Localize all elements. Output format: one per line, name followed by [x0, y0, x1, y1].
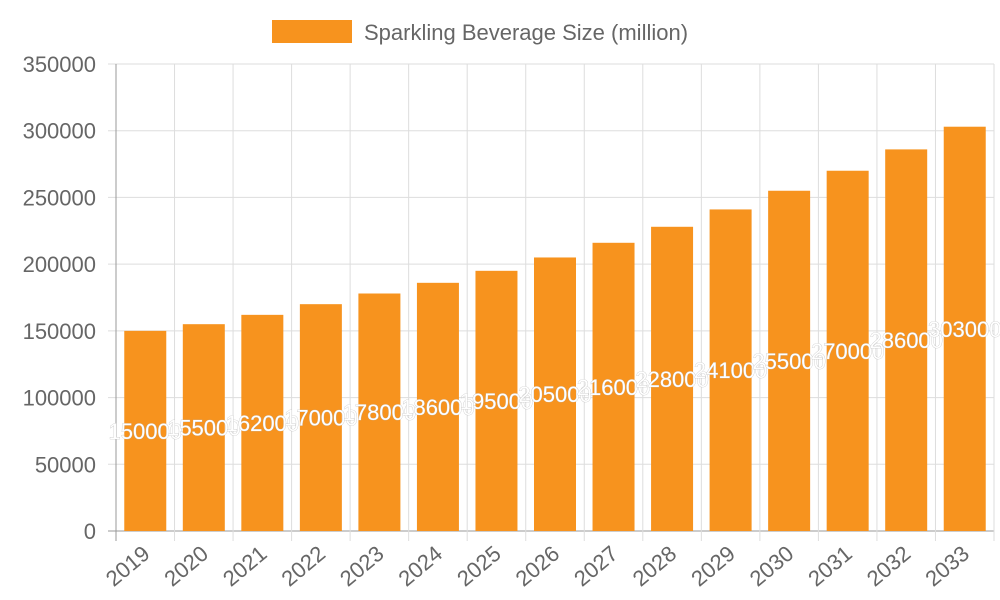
- bar[interactable]: [534, 257, 576, 531]
- data-label: 270000: [811, 339, 884, 364]
- x-tick-label: 2029: [686, 541, 740, 592]
- bar[interactable]: [651, 226, 694, 532]
- x-tick-label: 2023: [335, 541, 389, 592]
- x-tick-label: 2031: [803, 541, 857, 592]
- data-label: 228000: [635, 367, 708, 392]
- data-label: 286000: [869, 328, 942, 353]
- bar[interactable]: [709, 209, 752, 532]
- bar[interactable]: [124, 330, 167, 531]
- x-tick-label: 2019: [101, 541, 155, 592]
- x-tick-label: 2020: [159, 541, 213, 592]
- bar[interactable]: [768, 190, 811, 531]
- y-tick-label: 50000: [35, 452, 96, 477]
- x-tick-label: 2021: [218, 541, 272, 592]
- y-tick-label: 250000: [23, 185, 96, 210]
- data-label: 255000: [752, 349, 825, 374]
- bar[interactable]: [416, 282, 459, 531]
- bar[interactable]: [182, 324, 225, 531]
- data-label: 178000: [343, 400, 416, 425]
- bar[interactable]: [358, 293, 401, 531]
- y-tick-label: 200000: [23, 252, 96, 277]
- x-tick-label: 2026: [511, 541, 565, 592]
- bar[interactable]: [475, 270, 518, 531]
- data-label: 150000: [109, 419, 182, 444]
- bar[interactable]: [885, 149, 928, 531]
- y-tick-label: 350000: [23, 52, 96, 77]
- x-tick-label: 2024: [394, 541, 448, 592]
- data-label: 155000: [167, 416, 240, 441]
- x-tick-label: 2027: [569, 541, 623, 592]
- data-label: 303000: [928, 317, 1000, 342]
- data-label: 216000: [577, 375, 650, 400]
- x-tick-label: 2032: [862, 541, 916, 592]
- data-label: 186000: [401, 395, 474, 420]
- x-tick-label: 2028: [628, 541, 682, 592]
- y-tick-label: 300000: [23, 119, 96, 144]
- x-tick-label: 2030: [745, 541, 799, 592]
- bar[interactable]: [826, 170, 869, 531]
- x-tick-label: 2033: [920, 541, 974, 592]
- bar[interactable]: [943, 126, 986, 531]
- data-label: 170000: [284, 406, 357, 431]
- legend-label[interactable]: Sparkling Beverage Size (million): [364, 20, 688, 45]
- bar[interactable]: [241, 314, 284, 531]
- legend-swatch[interactable]: [272, 20, 352, 43]
- x-tick-label: 2025: [452, 541, 506, 592]
- data-label: 195000: [460, 389, 533, 414]
- bar[interactable]: [299, 304, 342, 531]
- y-tick-label: 100000: [23, 386, 96, 411]
- data-label: 241000: [694, 358, 767, 383]
- y-tick-label: 0: [84, 519, 96, 544]
- y-tick-label: 150000: [23, 319, 96, 344]
- bar[interactable]: [592, 242, 635, 531]
- data-label: 205000: [518, 382, 591, 407]
- data-label: 162000: [226, 411, 299, 436]
- x-tick-label: 2022: [277, 541, 331, 592]
